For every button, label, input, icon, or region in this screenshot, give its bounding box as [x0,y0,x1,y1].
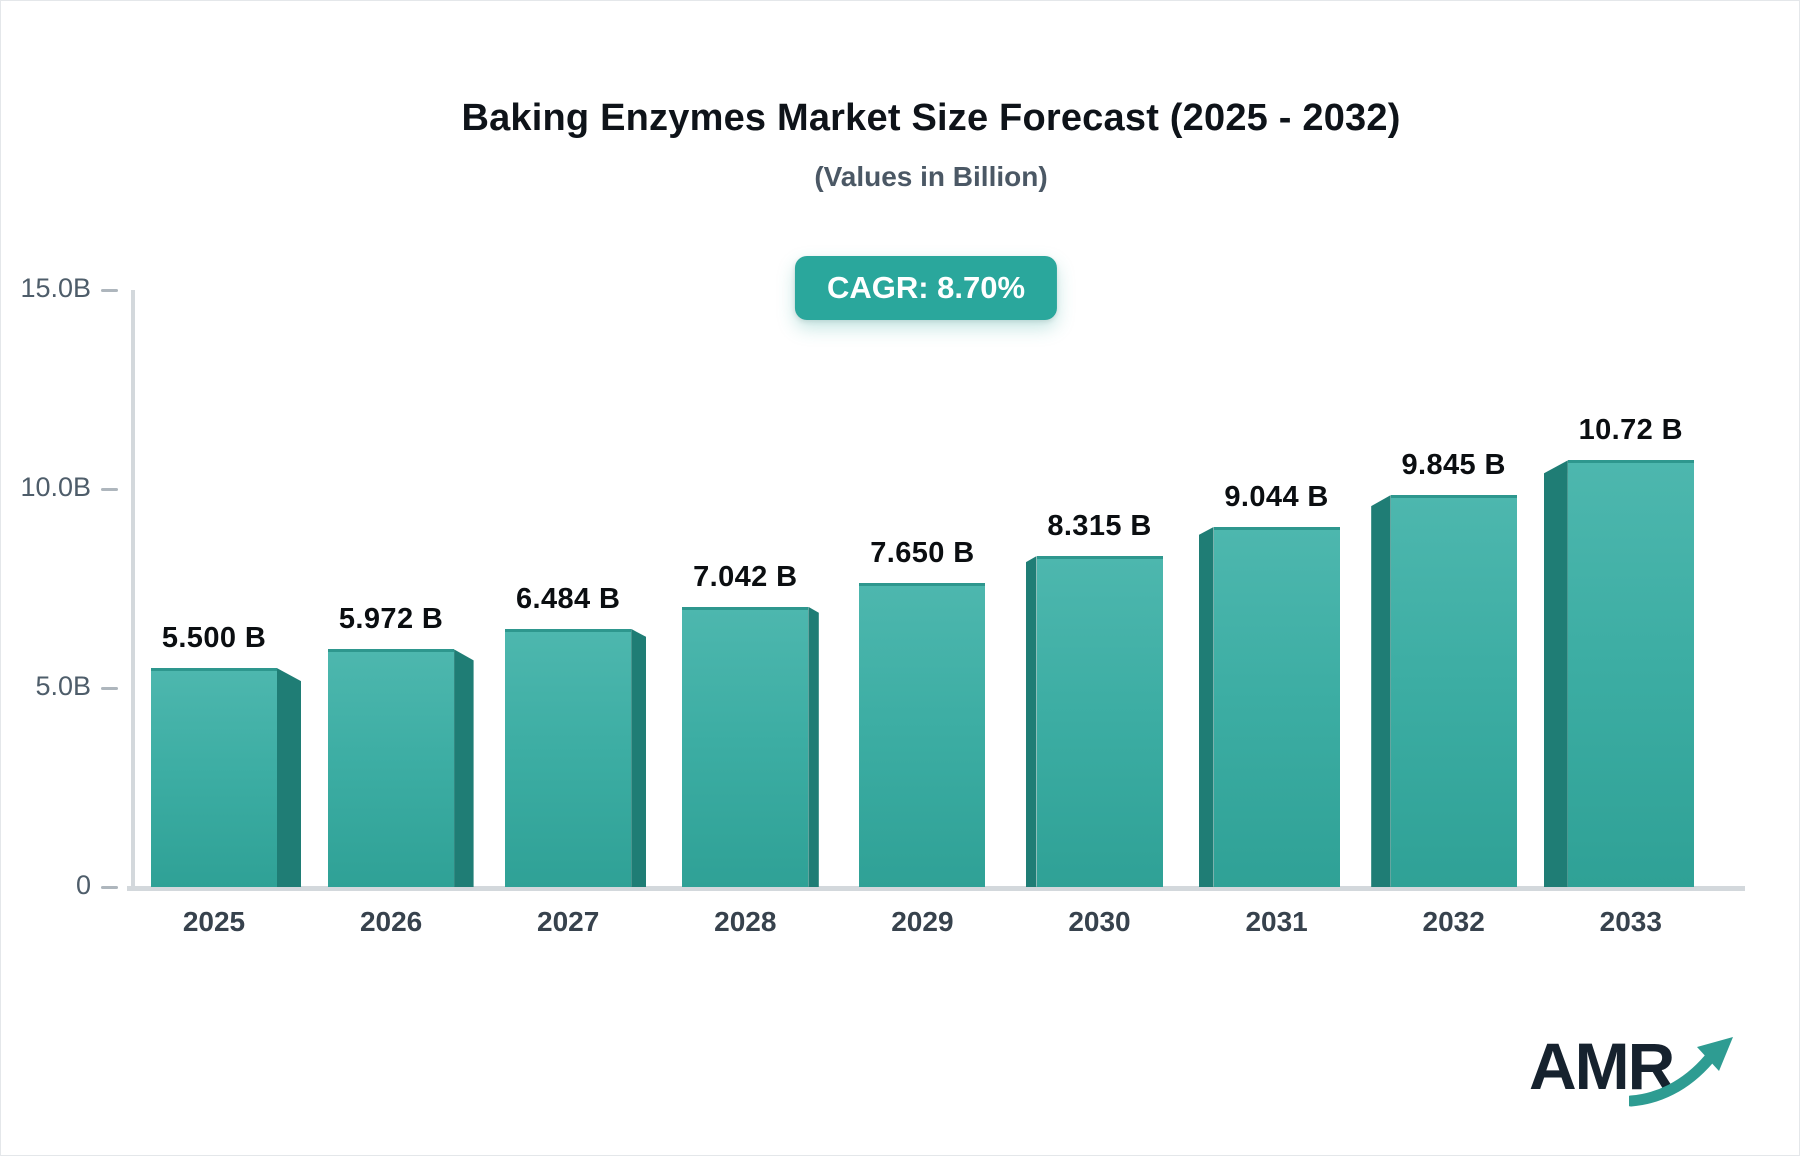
bar-2029 [859,582,986,887]
bar-side-2028 [808,606,819,887]
value-label-2030: 8.315 B [1047,510,1152,543]
bar-2030 [1036,556,1163,887]
x-tick-label-2028: 2028 [714,906,777,937]
y-tick [101,488,118,491]
growth-arrow-icon [1629,1037,1733,1107]
x-tick-label-2025: 2025 [182,906,246,937]
bar-side-2032 [1371,495,1391,887]
value-label-2026: 5.972 B [338,603,444,636]
amr-logo: AMR [1529,1029,1733,1111]
x-tick-label-2030: 2030 [1068,906,1131,937]
x-tick-label-2033: 2033 [1599,906,1662,937]
bar-2031 [1213,527,1340,887]
y-tick-label: 15.0B [20,273,91,303]
bar-2027 [505,628,632,887]
x-tick-label-2027: 2027 [537,906,600,937]
bar-2032 [1390,495,1517,887]
amr-logo-text: AMR [1529,1029,1675,1103]
value-label-2031: 9.044 B [1224,481,1329,514]
bar-side-2030 [1026,556,1037,887]
cagr-badge: CAGR: 8.70% [794,256,1058,320]
y-axis-line [131,290,135,890]
value-label-2025: 5.500 B [161,622,267,655]
y-tick-label: 0 [75,870,91,900]
x-tick-label-2031: 2031 [1245,906,1308,937]
x-tick-label-2032: 2032 [1422,906,1485,937]
value-label-2027: 6.484 B [516,582,621,615]
x-axis-baseline [127,886,1745,891]
y-tick [101,687,118,690]
bar-2025 [151,668,277,887]
bar-2026 [328,649,455,887]
chart-subtitle: (Values in Billion) [814,161,1048,192]
y-tick [101,289,118,292]
chart-title: Baking Enzymes Market Size Forecast (202… [461,97,1401,139]
value-label-2032: 9.845 B [1401,449,1506,482]
bar-2028 [682,606,809,887]
x-tick-label-2026: 2026 [359,906,423,937]
bar-side-2025 [277,668,301,887]
value-label-2028: 7.042 B [693,560,798,593]
x-tick-label-2029: 2029 [891,906,954,937]
bar-side-2033 [1543,460,1568,887]
y-tick-label: 10.0B [20,472,91,502]
bar-2033 [1567,460,1694,887]
value-label-2029: 7.650 B [870,536,975,569]
value-label-2033: 10.72 B [1578,414,1683,447]
bar-side-2027 [631,628,647,887]
y-tick [101,886,118,889]
bar-side-2031 [1198,527,1214,887]
y-tick-label: 5.0B [35,671,91,701]
bar-side-2026 [454,649,474,887]
